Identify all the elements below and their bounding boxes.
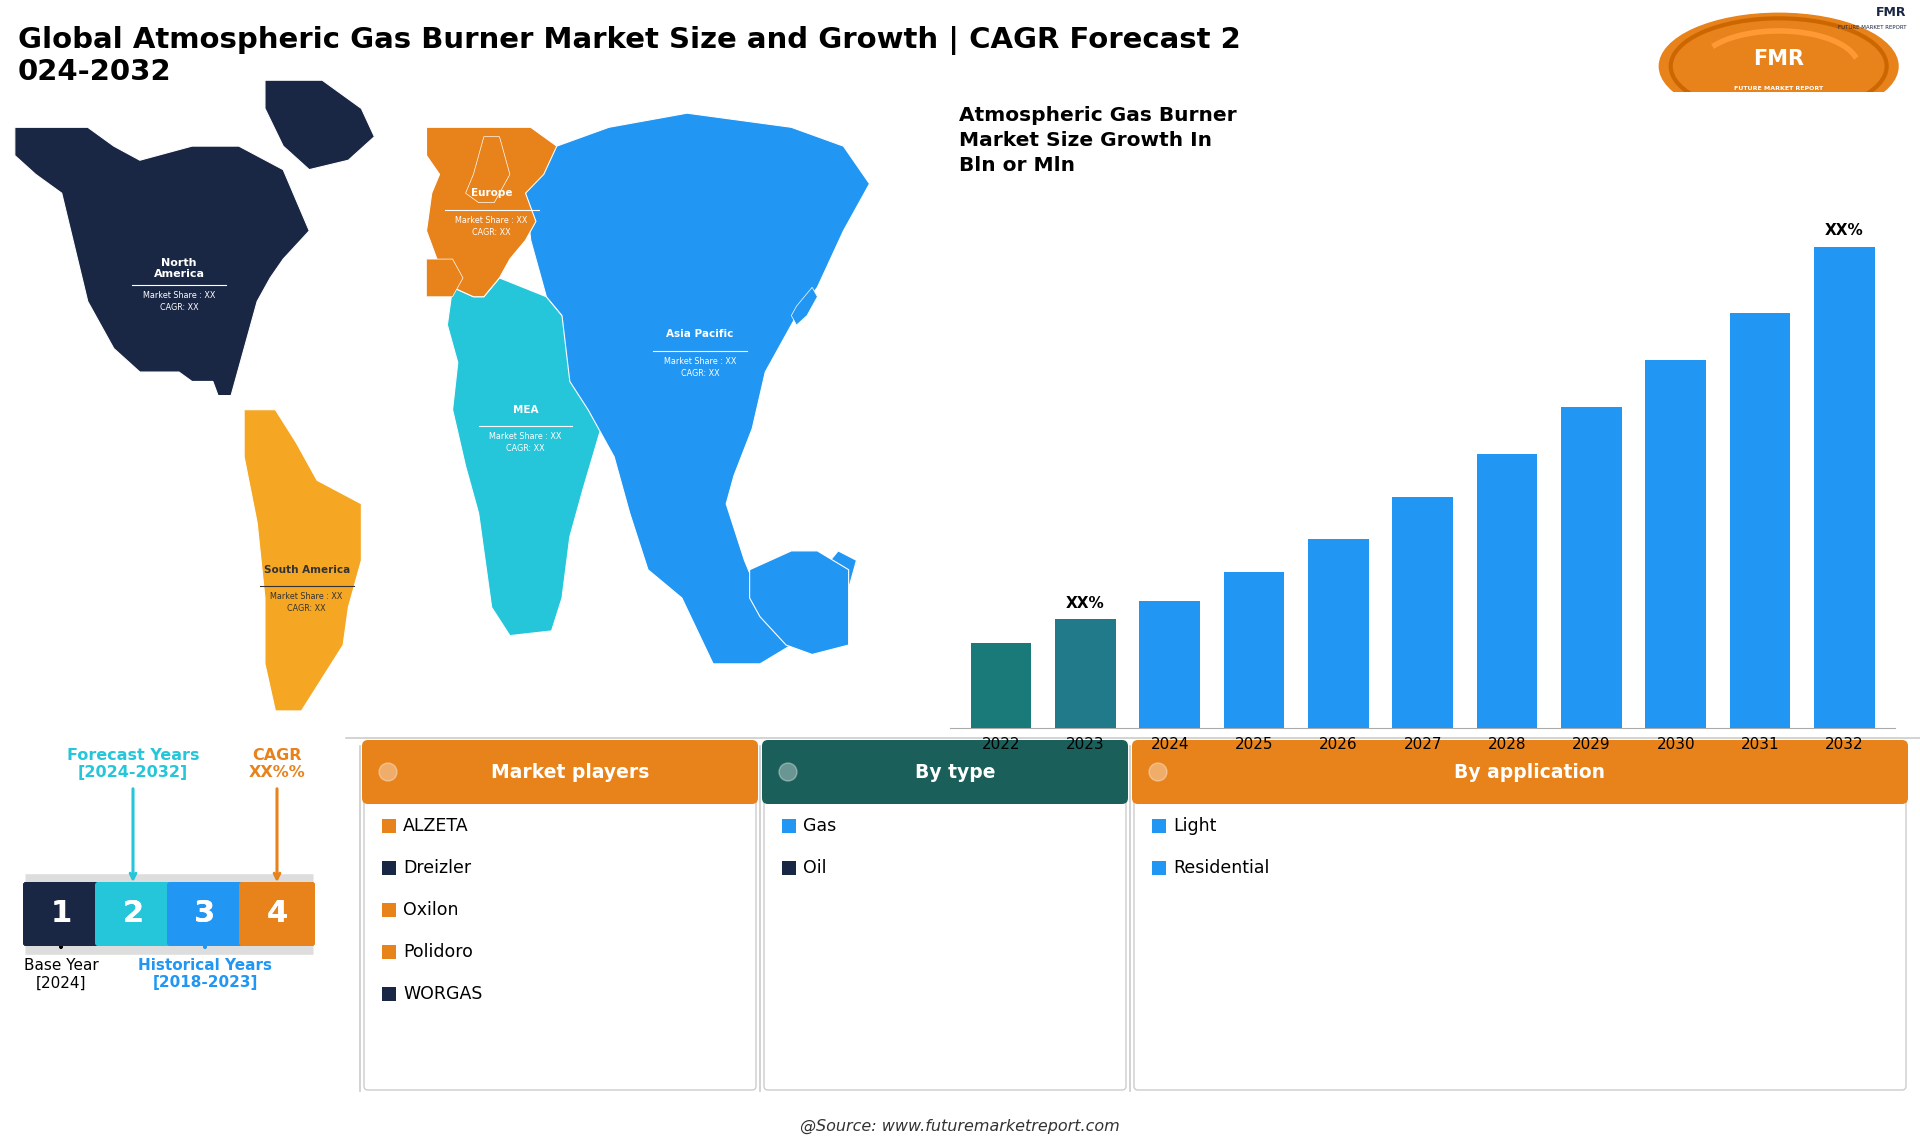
Bar — [1308, 540, 1369, 728]
Text: Polidoro: Polidoro — [403, 943, 472, 961]
Text: Global Atmospheric Gas Burner Market Size and Growth | CAGR Forecast 2: Global Atmospheric Gas Burner Market Siz… — [17, 26, 1240, 55]
Text: 2: 2 — [123, 900, 144, 928]
FancyBboxPatch shape — [1152, 819, 1165, 833]
Text: Market Share : XX
CAGR: XX: Market Share : XX CAGR: XX — [271, 592, 344, 613]
Text: 2: 2 — [123, 900, 144, 928]
Text: Forecast Years
[2024-2032]: Forecast Years [2024-2032] — [67, 748, 200, 780]
Bar — [1645, 360, 1707, 728]
FancyBboxPatch shape — [382, 819, 396, 833]
Bar — [1476, 455, 1538, 728]
Text: Oxilon: Oxilon — [403, 901, 459, 919]
FancyBboxPatch shape — [363, 740, 758, 804]
Polygon shape — [447, 277, 603, 636]
FancyBboxPatch shape — [167, 882, 244, 945]
Text: Light: Light — [1173, 817, 1217, 835]
FancyBboxPatch shape — [762, 740, 1129, 804]
Text: ALZETA: ALZETA — [403, 817, 468, 835]
Text: FMR: FMR — [1876, 6, 1907, 18]
Text: 3: 3 — [194, 900, 215, 928]
FancyBboxPatch shape — [238, 882, 315, 945]
Circle shape — [1659, 14, 1899, 119]
Text: Atmospheric Gas Burner
Market Size Growth In
Bln or Mln: Atmospheric Gas Burner Market Size Growt… — [958, 105, 1236, 175]
Polygon shape — [426, 127, 557, 297]
Text: FUTURE MARKET REPORT: FUTURE MARKET REPORT — [1837, 25, 1907, 30]
Polygon shape — [265, 80, 374, 170]
FancyBboxPatch shape — [1133, 740, 1908, 804]
Polygon shape — [465, 136, 511, 203]
Text: 1: 1 — [50, 900, 71, 928]
Text: 024-2032: 024-2032 — [17, 58, 171, 86]
Text: Market Share : XX
CAGR: XX: Market Share : XX CAGR: XX — [142, 291, 215, 312]
Bar — [1730, 313, 1791, 728]
Text: MEA: MEA — [513, 405, 538, 415]
Text: 4: 4 — [267, 900, 288, 928]
Bar — [1054, 619, 1116, 728]
Bar — [1814, 248, 1874, 728]
Text: Europe: Europe — [470, 188, 513, 198]
Text: 4: 4 — [267, 900, 288, 928]
FancyBboxPatch shape — [382, 987, 396, 1000]
FancyBboxPatch shape — [23, 882, 100, 945]
Text: By application: By application — [1455, 762, 1605, 782]
Bar — [1223, 572, 1284, 728]
Polygon shape — [426, 259, 463, 297]
Text: Asia Pacific: Asia Pacific — [666, 329, 733, 339]
FancyBboxPatch shape — [1152, 861, 1165, 876]
Text: FUTURE MARKET REPORT: FUTURE MARKET REPORT — [1734, 86, 1824, 92]
Text: CAGR
XX%%: CAGR XX%% — [248, 748, 305, 780]
Text: XX%: XX% — [1066, 596, 1104, 611]
Circle shape — [1148, 763, 1167, 782]
Polygon shape — [791, 288, 818, 325]
Text: @Source: www.futuremarketreport.com: @Source: www.futuremarketreport.com — [801, 1118, 1119, 1133]
Bar — [1392, 497, 1453, 728]
Text: XX%: XX% — [1826, 223, 1864, 238]
FancyBboxPatch shape — [781, 819, 797, 833]
Bar — [1139, 601, 1200, 728]
Text: 1: 1 — [50, 900, 71, 928]
Text: Oil: Oil — [803, 860, 826, 877]
Text: 3: 3 — [194, 900, 215, 928]
Text: Market Share : XX
CAGR: XX: Market Share : XX CAGR: XX — [490, 432, 563, 453]
Polygon shape — [749, 551, 849, 654]
FancyBboxPatch shape — [781, 861, 797, 876]
FancyBboxPatch shape — [94, 882, 171, 945]
FancyBboxPatch shape — [1135, 794, 1907, 1090]
Text: Market Share : XX
CAGR: XX: Market Share : XX CAGR: XX — [664, 356, 735, 378]
FancyBboxPatch shape — [23, 882, 100, 945]
Text: Base Year
[2024]: Base Year [2024] — [23, 958, 98, 990]
Polygon shape — [526, 113, 870, 664]
FancyBboxPatch shape — [167, 882, 244, 945]
Bar — [972, 643, 1031, 728]
Polygon shape — [244, 410, 361, 711]
FancyBboxPatch shape — [365, 794, 756, 1090]
Text: By type: By type — [914, 762, 995, 782]
FancyBboxPatch shape — [94, 882, 171, 945]
Text: Market players: Market players — [492, 762, 649, 782]
Text: North
America: North America — [154, 258, 204, 280]
Text: South America: South America — [263, 565, 349, 575]
Text: WORGAS: WORGAS — [403, 986, 482, 1003]
Bar — [1561, 407, 1622, 728]
Text: Gas: Gas — [803, 817, 837, 835]
FancyBboxPatch shape — [764, 794, 1125, 1090]
Circle shape — [378, 763, 397, 782]
FancyBboxPatch shape — [238, 882, 315, 945]
Polygon shape — [15, 127, 309, 395]
FancyBboxPatch shape — [382, 861, 396, 876]
Text: Market Share : XX
CAGR: XX: Market Share : XX CAGR: XX — [455, 215, 528, 236]
Text: FMR: FMR — [1753, 48, 1805, 69]
Text: Dreizler: Dreizler — [403, 860, 470, 877]
FancyBboxPatch shape — [382, 945, 396, 959]
Text: Historical Years
[2018-2023]: Historical Years [2018-2023] — [138, 958, 273, 990]
Text: Residential: Residential — [1173, 860, 1269, 877]
FancyBboxPatch shape — [382, 903, 396, 917]
Circle shape — [780, 763, 797, 782]
